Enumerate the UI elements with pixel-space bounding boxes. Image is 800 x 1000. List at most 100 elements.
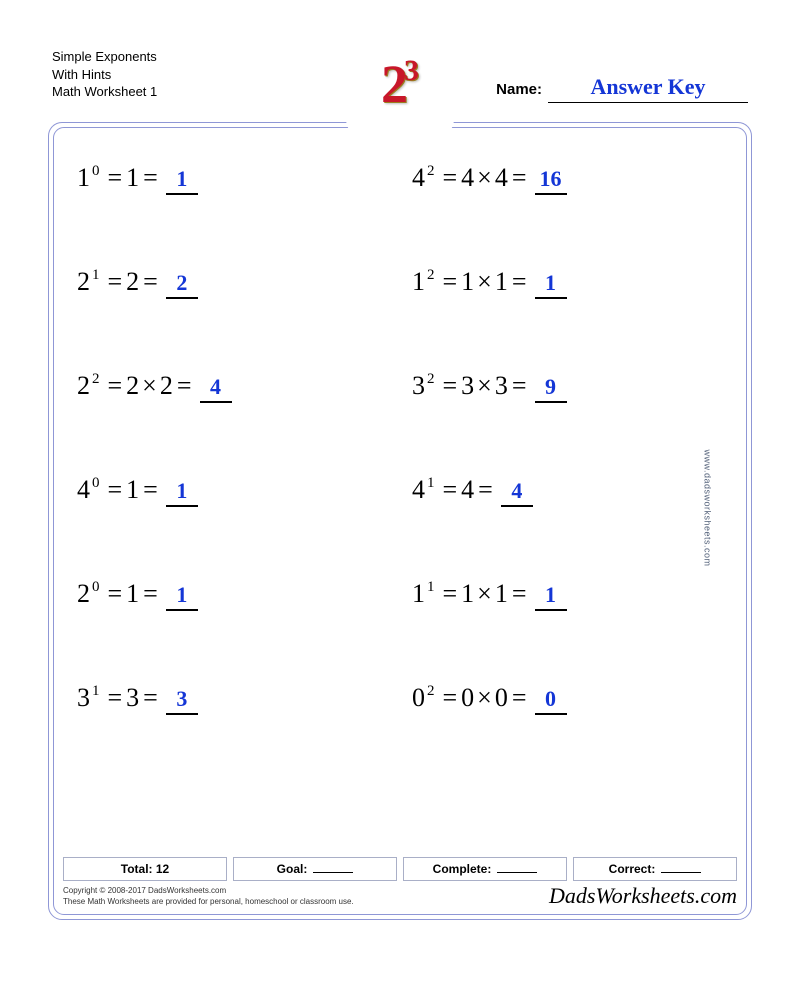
brand-text: DadsWorksheets.com: [549, 883, 737, 909]
problem-expansion: 4: [461, 475, 474, 505]
equals-sign: =: [143, 683, 158, 713]
equals-sign: =: [443, 579, 458, 609]
problem-expansion: 1×1: [461, 267, 508, 297]
problem-row: 42=4×4=16: [412, 163, 723, 195]
equals-sign: =: [108, 371, 123, 401]
equals-sign: =: [143, 475, 158, 505]
title-line-1: Simple Exponents: [52, 48, 157, 66]
copyright-line-2: These Math Worksheets are provided for p…: [63, 897, 354, 907]
problem-base: 1: [77, 163, 90, 193]
logo-icon: 23: [381, 56, 419, 111]
equals-sign: =: [478, 475, 493, 505]
problem-answer: 1: [535, 270, 567, 299]
problem-expansion: 2×2: [126, 371, 173, 401]
stat-total-value: 12: [156, 862, 169, 876]
equals-sign: =: [443, 267, 458, 297]
problem-row: 22 =2×2= 4: [77, 371, 388, 403]
problem-answer: 1: [166, 582, 198, 611]
problem-row: 40=1=1: [77, 475, 388, 507]
title-block: Simple Exponents With Hints Math Workshe…: [52, 48, 157, 101]
equals-sign: =: [108, 475, 123, 505]
problem-exponent: 2: [427, 683, 435, 700]
problem-row: 31=3=3: [77, 683, 388, 715]
problem-expansion: 2: [126, 267, 139, 297]
equals-sign: =: [443, 683, 458, 713]
stat-correct-label: Correct:: [609, 862, 656, 876]
problem-base: 3: [412, 371, 425, 401]
content-frame: 10=1=142=4×4=1621=2=212=1×1=122=2×2=432=…: [48, 122, 752, 920]
problem-expansion: 1: [126, 579, 139, 609]
problem-base: 0: [412, 683, 425, 713]
equals-sign: =: [512, 683, 527, 713]
problem-expansion: 1: [126, 163, 139, 193]
name-field: Name: Answer Key: [496, 74, 748, 103]
footer-stats: Total: 12 Goal: Complete: Correct:: [63, 857, 737, 881]
problem-row: 02=0×0=0: [412, 683, 723, 715]
equals-sign: =: [512, 267, 527, 297]
problem-expansion: 3: [126, 683, 139, 713]
stat-goal-label: Goal:: [277, 862, 308, 876]
stat-correct: Correct:: [573, 857, 737, 881]
problem-exponent: 2: [427, 267, 435, 284]
equals-sign: =: [512, 579, 527, 609]
stat-complete: Complete:: [403, 857, 567, 881]
problem-answer: 0: [535, 686, 567, 715]
problem-exponent: 2: [92, 371, 100, 388]
equals-sign: =: [143, 579, 158, 609]
problem-answer: 3: [166, 686, 198, 715]
problem-row: 10=1=1: [77, 163, 388, 195]
problem-row: 41=4=4: [412, 475, 723, 507]
equals-sign: =: [143, 163, 158, 193]
equals-sign: =: [108, 683, 123, 713]
name-label: Name:: [496, 81, 542, 98]
problem-answer: 1: [535, 582, 567, 611]
problem-row: 32 =3×3= 9: [412, 371, 723, 403]
problem-exponent: 1: [427, 579, 435, 596]
problem-expansion: 1: [126, 475, 139, 505]
problem-base: 3: [77, 683, 90, 713]
problem-answer: 4: [501, 478, 533, 507]
stat-complete-label: Complete:: [433, 862, 492, 876]
equals-sign: =: [512, 371, 527, 401]
problem-expansion: 4×4: [461, 163, 508, 193]
equals-sign: =: [177, 371, 192, 401]
equals-sign: =: [443, 475, 458, 505]
problem-exponent: 0: [92, 475, 100, 492]
problem-answer: 16: [535, 166, 567, 195]
title-line-3: Math Worksheet 1: [52, 83, 157, 101]
problem-exponent: 2: [427, 163, 435, 180]
copyright: Copyright © 2008-2017 DadsWorksheets.com…: [63, 886, 354, 907]
problem-answer: 1: [166, 478, 198, 507]
equals-sign: =: [512, 163, 527, 193]
problem-answer: 4: [200, 374, 232, 403]
name-value: Answer Key: [548, 74, 748, 103]
problem-row: 12=1×1=1: [412, 267, 723, 299]
problem-base: 1: [412, 579, 425, 609]
problem-answer: 1: [166, 166, 198, 195]
problem-row: 20=1=1: [77, 579, 388, 611]
problem-answer: 9: [535, 374, 567, 403]
problem-row: 11=1×1=1: [412, 579, 723, 611]
equals-sign: =: [443, 163, 458, 193]
stat-goal-blank: [313, 872, 353, 873]
problem-base: 2: [77, 579, 90, 609]
problem-base: 4: [412, 475, 425, 505]
side-url: www.dadsworksheets.com: [702, 449, 712, 566]
problems-grid: 10=1=142=4×4=1621=2=212=1×1=122=2×2=432=…: [77, 163, 723, 715]
problem-exponent: 1: [92, 683, 100, 700]
equals-sign: =: [108, 579, 123, 609]
problem-exponent: 0: [92, 163, 100, 180]
stat-correct-blank: [661, 872, 701, 873]
stat-complete-blank: [497, 872, 537, 873]
problem-base: 2: [77, 371, 90, 401]
problem-expansion: 0×0: [461, 683, 508, 713]
problem-base: 1: [412, 267, 425, 297]
problem-base: 2: [77, 267, 90, 297]
problem-exponent: 1: [92, 267, 100, 284]
problem-exponent: 0: [92, 579, 100, 596]
problem-exponent: 2: [427, 371, 435, 388]
stat-total-label: Total:: [121, 862, 153, 876]
problem-expansion: 3×3: [461, 371, 508, 401]
equals-sign: =: [108, 267, 123, 297]
equals-sign: =: [443, 371, 458, 401]
